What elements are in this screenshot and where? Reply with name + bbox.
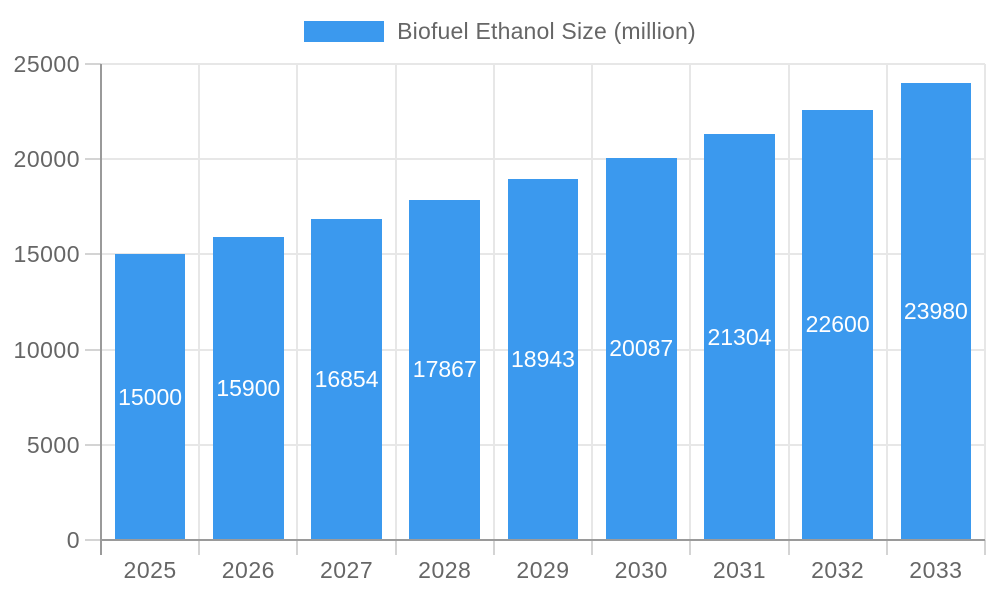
bar: 16854: [311, 219, 382, 540]
bar-value-label: 15000: [118, 383, 183, 410]
bar: 15000: [114, 254, 186, 540]
bar-value-label: 18943: [511, 346, 575, 373]
legend-label: Biofuel Ethanol Size (million): [397, 18, 696, 44]
y-tick-mark: [85, 253, 101, 256]
gridline-v: [296, 64, 299, 540]
x-tick-label: 2027: [319, 557, 374, 583]
plot-area: 15000 15900 16854 17867 18943 20087 21304 22600…: [14, 51, 986, 583]
chart-legend[interactable]: Biofuel Ethanol Size (million): [0, 18, 1000, 45]
x-tick-mark: [198, 540, 201, 555]
bar: 21304: [704, 134, 775, 540]
bar-value-label: 16854: [314, 366, 379, 393]
y-tick-label: 20000: [13, 146, 80, 173]
bar-value-label: 17867: [412, 356, 477, 383]
bar: 15900: [212, 237, 284, 540]
y-tick-mark: [85, 63, 101, 65]
y-tick-label: 0: [66, 527, 80, 553]
bar-value-label: 20087: [609, 335, 674, 362]
bar: 20087: [605, 157, 677, 540]
gridline-v: [885, 64, 888, 540]
bar-value-label: 22600: [805, 311, 870, 338]
y-tick-label: 5000: [26, 431, 80, 458]
x-tick-mark: [689, 540, 692, 555]
x-tick-mark: [885, 540, 888, 555]
bar: 23980: [900, 83, 972, 540]
x-axis-line: [101, 539, 985, 541]
bar-value-label: 15900: [216, 375, 281, 402]
x-tick-label: 2025: [123, 557, 177, 583]
y-tick-label: 15000: [13, 241, 80, 268]
x-tick-label: 2031: [712, 557, 767, 583]
x-tick-mark: [591, 540, 594, 555]
y-tick-mark: [85, 348, 101, 351]
x-tick-mark: [787, 540, 790, 555]
x-tick-label: 2028: [418, 557, 472, 583]
gridline-v: [984, 64, 986, 540]
gridline-v: [591, 64, 594, 540]
y-tick-mark: [85, 158, 101, 161]
x-tick-mark: [492, 540, 495, 555]
y-tick-label: 25000: [13, 51, 80, 77]
bar-value-label: 23980: [903, 298, 968, 325]
x-tick-mark: [394, 540, 397, 555]
gridline-h: [101, 63, 985, 65]
bar: 17867: [409, 199, 481, 540]
gridline-h: [101, 158, 985, 161]
y-axis-line: [100, 64, 102, 555]
y-tick-mark: [85, 539, 101, 541]
bar-value-label: 21304: [707, 323, 772, 350]
legend-swatch-icon: [304, 21, 385, 42]
bar: 18943: [507, 179, 579, 540]
x-tick-label: 2029: [516, 557, 570, 583]
gridline-v: [394, 64, 397, 540]
x-tick-label: 2026: [221, 557, 275, 583]
y-tick-label: 10000: [13, 336, 80, 363]
x-tick-mark: [296, 540, 299, 555]
x-tick-mark: [984, 540, 986, 555]
gridline-v: [689, 64, 692, 540]
x-tick-label: 2030: [614, 557, 668, 583]
gridline-v: [787, 64, 790, 540]
x-tick-label: 2033: [909, 557, 963, 583]
bar: 22600: [802, 109, 874, 540]
gridline-v: [492, 64, 495, 540]
y-tick-mark: [85, 443, 101, 446]
x-tick-label: 2032: [811, 557, 865, 583]
gridline-v: [198, 64, 201, 540]
